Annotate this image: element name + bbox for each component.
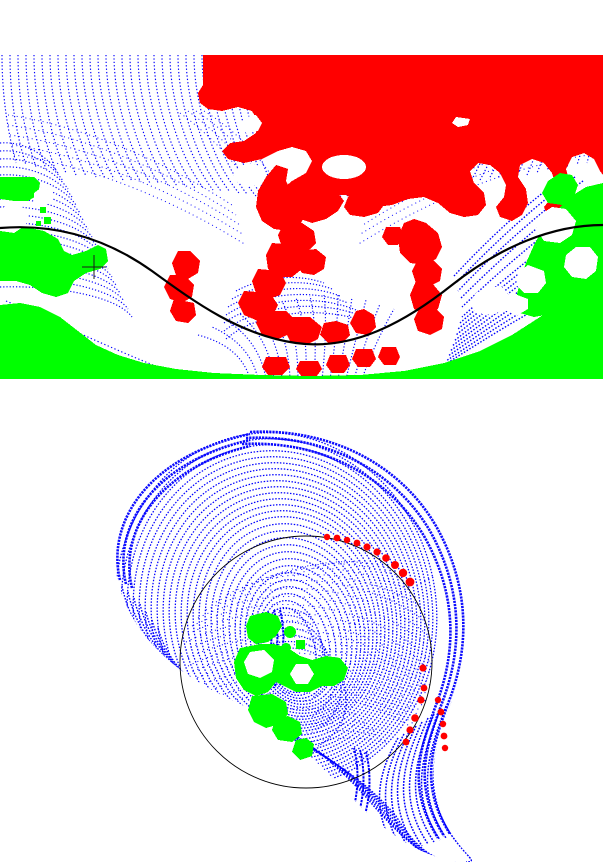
panel-bottom-background	[0, 400, 603, 863]
green-mask-bottom-holes	[244, 650, 314, 684]
teardrop-projection-panel	[0, 400, 603, 863]
green-specks-top	[36, 207, 51, 226]
green-mask-holes	[0, 187, 598, 315]
rectangular-projection-panel	[0, 55, 603, 379]
red-mask-holes	[234, 115, 470, 186]
mask-red-top	[164, 55, 603, 377]
boundary-curve-top	[0, 223, 603, 346]
boundary-curve-bottom	[179, 535, 433, 789]
markers-red-bottom	[323, 533, 449, 752]
crosshair-marker	[82, 255, 106, 279]
panel-top-canvas	[0, 55, 603, 379]
panel-bottom-canvas	[0, 400, 603, 863]
